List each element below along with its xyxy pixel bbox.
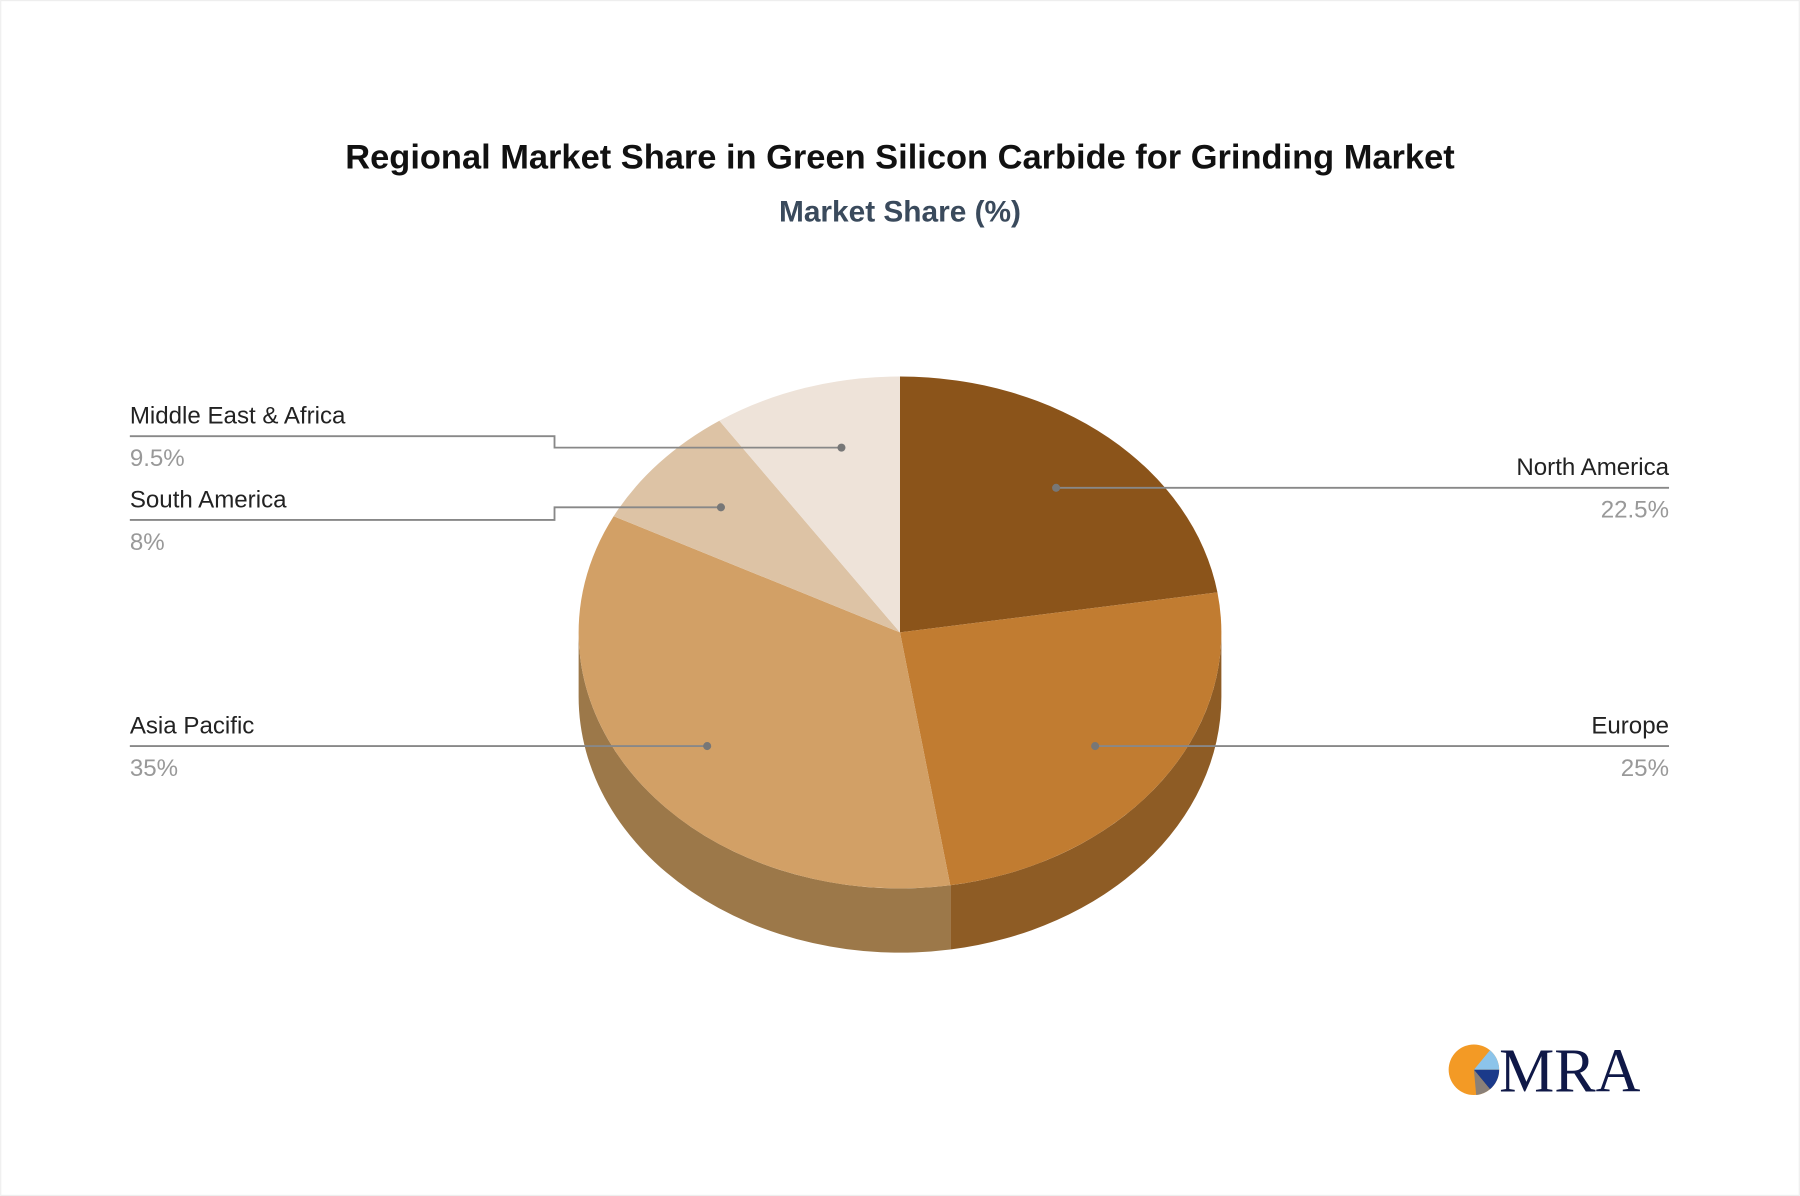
pie-slice-south-america[interactable] bbox=[613, 420, 900, 633]
slice-value-label: 9.5% bbox=[130, 445, 185, 472]
leader-line bbox=[129, 506, 721, 521]
pie-side-1 bbox=[950, 632, 1222, 950]
leader-line bbox=[129, 435, 842, 449]
chart-title: Regional Market Share in Green Silicon C… bbox=[345, 139, 1455, 177]
slice-label: Asia Pacific bbox=[130, 712, 255, 739]
leader-dot bbox=[1091, 742, 1100, 751]
leader-dot bbox=[703, 742, 712, 751]
pie-sides bbox=[578, 632, 1222, 953]
slice-value-label: 22.5% bbox=[1601, 497, 1669, 524]
pie-labels: North America 22.5% Europe 25% Asia Pacific 3… bbox=[129, 403, 1670, 782]
chart-subtitle: Market Share (%) bbox=[779, 196, 1021, 229]
slice-label: South America bbox=[130, 486, 287, 513]
slice-value-label: 35% bbox=[130, 755, 178, 782]
pie-side-2 bbox=[578, 632, 951, 953]
slice-value-label: 25% bbox=[1621, 755, 1669, 782]
slice-label: North America bbox=[1516, 454, 1669, 481]
leader-dot bbox=[716, 503, 725, 512]
slice-value-label: 8% bbox=[130, 529, 165, 556]
pie-slice-europe[interactable] bbox=[900, 592, 1222, 886]
pie-slice-middle-east-africa[interactable] bbox=[719, 376, 900, 633]
pie-slice-asia-pacific[interactable] bbox=[578, 516, 951, 889]
slice-label: Europe bbox=[1591, 712, 1669, 739]
pie-slices bbox=[578, 376, 1222, 889]
leader-dot bbox=[1052, 483, 1061, 492]
mra-logo: MRA bbox=[1448, 1038, 1641, 1106]
pie-slice-north-america[interactable] bbox=[900, 376, 1218, 633]
logo-text: MRA bbox=[1499, 1038, 1640, 1106]
slice-label: Middle East & Africa bbox=[130, 403, 346, 430]
leader-dot bbox=[837, 443, 846, 452]
